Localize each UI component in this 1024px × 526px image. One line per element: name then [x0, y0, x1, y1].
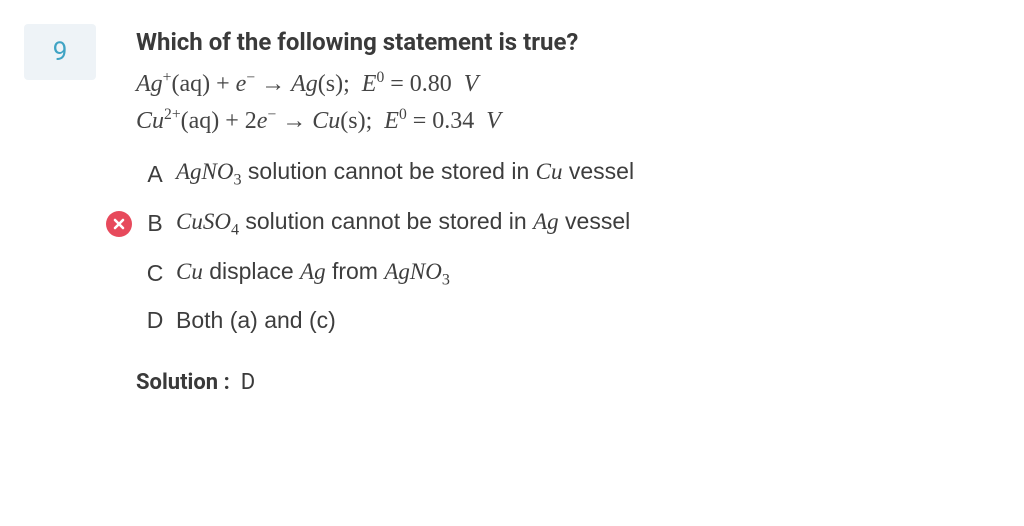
option-a-letter: A	[144, 161, 166, 188]
eq2-e0-sup: 0	[399, 106, 407, 123]
eq2-lhs-species: Cu	[136, 108, 164, 134]
eq2-sep: ;	[366, 108, 379, 134]
eq2-eq: =	[413, 108, 433, 134]
option-b-letter: B	[144, 210, 166, 237]
eq2-electron: e	[257, 108, 268, 134]
option-a-text: AgNO3 solution cannot be stored in Cu ve…	[176, 158, 634, 190]
solution-answer: D	[235, 370, 255, 395]
option-d-letter: D	[144, 307, 166, 334]
question-stem: Which of the following statement is true…	[136, 28, 1000, 56]
option-d-text: Both (a) and (c)	[176, 307, 336, 334]
eq1-sep: ;	[343, 71, 356, 97]
wrong-icon	[106, 211, 132, 237]
question-number-badge: 9	[24, 24, 96, 80]
eq2-E: E	[384, 108, 399, 134]
eq2-ecount: 2	[245, 108, 257, 134]
eq1-electron-charge: −	[246, 69, 255, 86]
eq2-arrow: →	[282, 108, 312, 134]
eq2-lhs-phase: (aq)	[181, 108, 220, 134]
eq2-electron-charge: −	[267, 106, 276, 123]
eq1-arrow: →	[261, 71, 291, 97]
eq2-val: 0.34	[432, 108, 474, 134]
option-a[interactable]: A AgNO3 solution cannot be stored in Cu …	[140, 158, 1000, 190]
eq2-lhs-charge: 2+	[164, 106, 181, 123]
option-c-chem2: Ag	[300, 259, 326, 284]
options-list: A AgNO3 solution cannot be stored in Cu …	[140, 158, 1000, 334]
equation-1: Ag+(aq) + e− → Ag(s); E0 = 0.80 V	[136, 66, 1000, 103]
question-container: 9 Which of the following statement is tr…	[0, 0, 1024, 395]
eq1-val: 0.80	[410, 71, 452, 97]
solution-line: Solution : D	[136, 370, 1000, 395]
option-c-chem1: Cu	[176, 259, 203, 284]
option-b-chem1: CuSO4	[176, 209, 239, 234]
option-c-text: Cu displace Ag from AgNO3	[176, 258, 450, 290]
eq1-lhs-phase: (aq)	[171, 71, 210, 97]
equation-2: Cu2+(aq) + 2e− → Cu(s); E0 = 0.34 V	[136, 103, 1000, 140]
plus: +	[216, 71, 236, 97]
option-b-marker	[102, 211, 132, 237]
eq1-e0-sup: 0	[376, 69, 384, 86]
option-c[interactable]: C Cu displace Ag from AgNO3	[140, 258, 1000, 290]
eq1-rhs-phase: (s)	[318, 71, 343, 97]
eq2-unit: V	[480, 108, 501, 134]
eq2-rhs-species: Cu	[312, 108, 340, 134]
option-a-chem2: Cu	[536, 159, 563, 184]
option-b-chem2: Ag	[533, 209, 559, 234]
option-c-letter: C	[144, 260, 166, 287]
option-a-chem1: AgNO3	[176, 159, 242, 184]
option-c-chem3: AgNO3	[384, 259, 450, 284]
question-number: 9	[53, 37, 68, 67]
solution-label: Solution :	[136, 370, 230, 395]
equation-block: Ag+(aq) + e− → Ag(s); E0 = 0.80 V Cu2+(a…	[136, 66, 1000, 140]
eq1-rhs-species: Ag	[291, 71, 318, 97]
eq1-lhs-species: Ag	[136, 71, 163, 97]
eq1-E: E	[362, 71, 377, 97]
option-b[interactable]: B CuSO4 solution cannot be stored in Ag …	[140, 208, 1000, 240]
plus: +	[225, 108, 245, 134]
question-content: Which of the following statement is true…	[136, 24, 1000, 395]
option-d[interactable]: D Both (a) and (c)	[140, 307, 1000, 334]
eq1-eq: =	[390, 71, 410, 97]
eq1-electron: e	[236, 71, 247, 97]
option-b-text: CuSO4 solution cannot be stored in Ag ve…	[176, 208, 630, 240]
eq1-unit: V	[458, 71, 479, 97]
eq2-rhs-phase: (s)	[340, 108, 365, 134]
